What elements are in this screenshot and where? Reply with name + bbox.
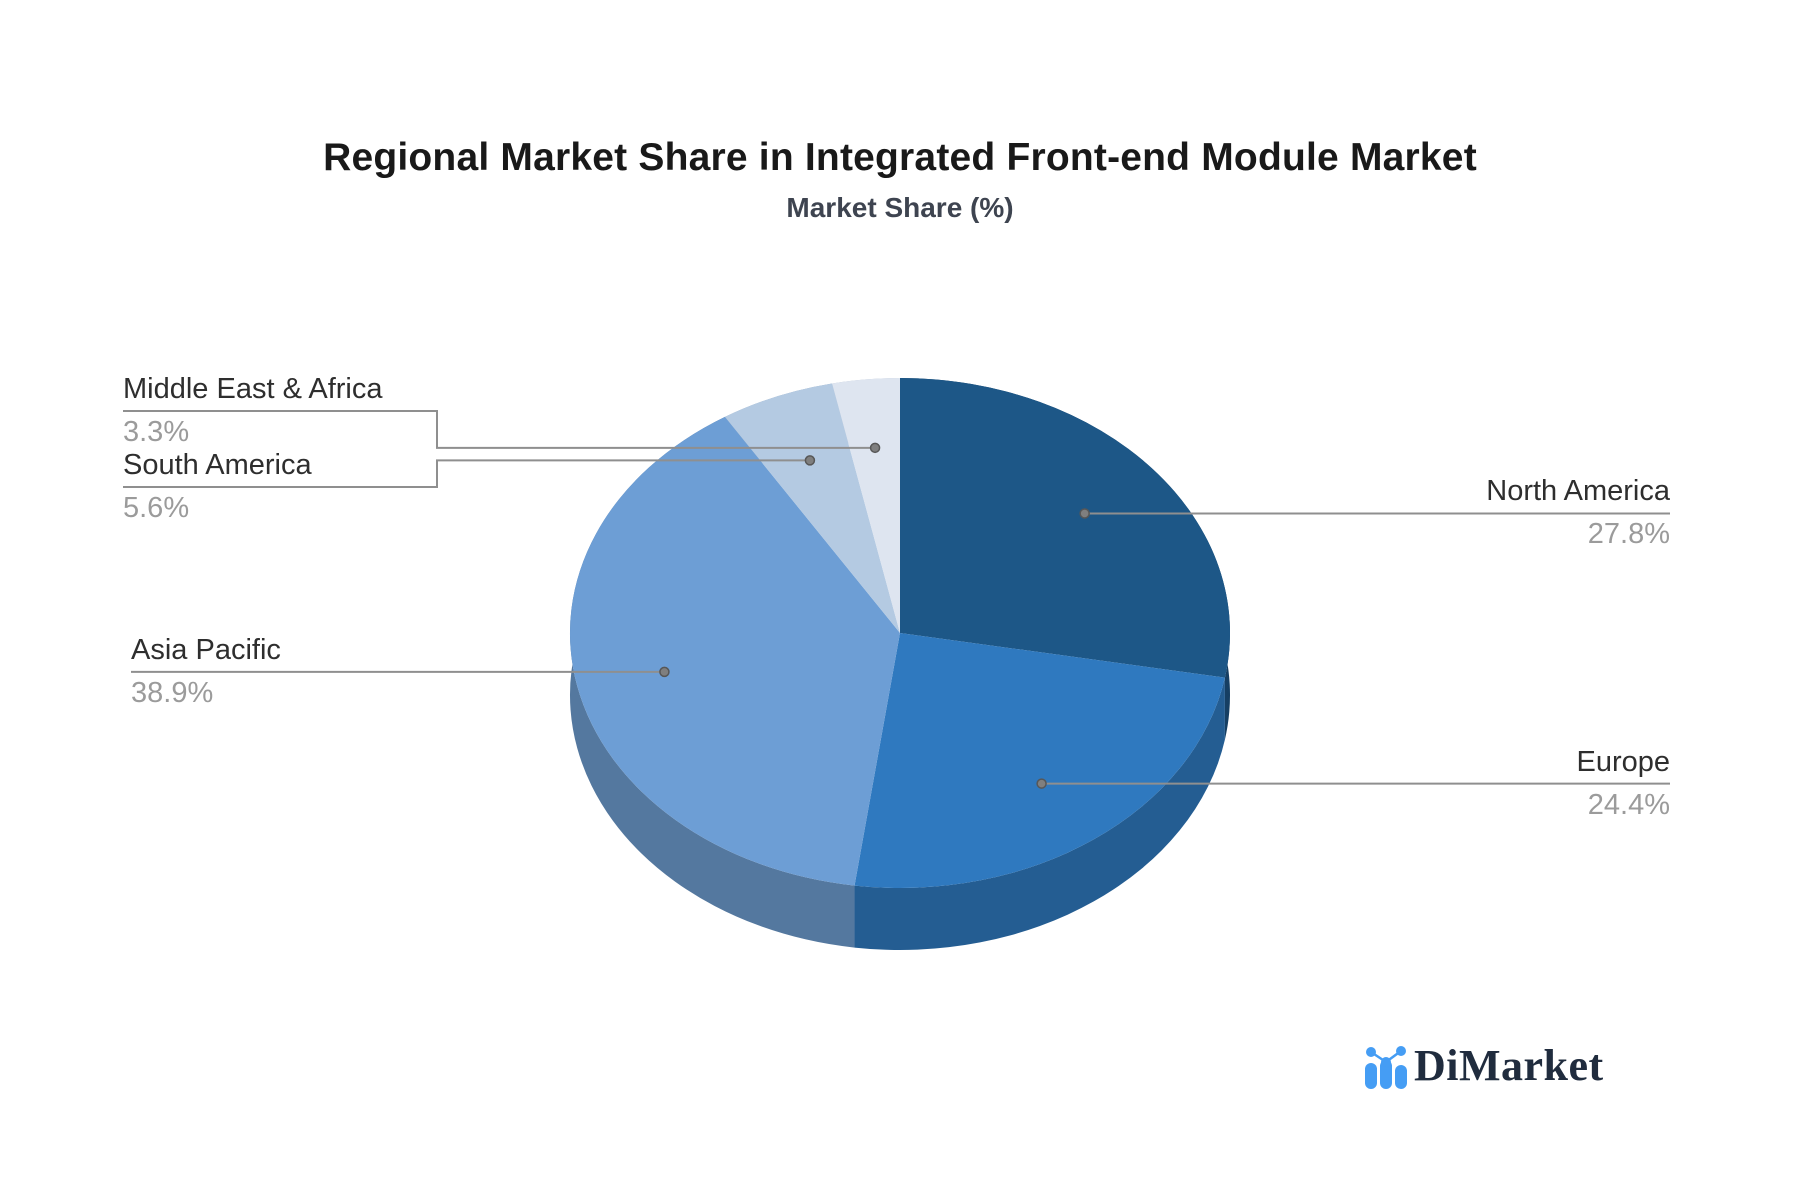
- pie-slice-asia-pacific[interactable]: [569, 416, 900, 886]
- slice-label-name: North America: [1486, 475, 1670, 508]
- leader-dot: [1079, 508, 1090, 519]
- brand-name: DiMarket: [1414, 1041, 1604, 1090]
- bar-line-chart-icon: [1365, 1046, 1407, 1089]
- pie-slice-north-america[interactable]: [900, 378, 1231, 678]
- slice-label-value: 5.6%: [123, 492, 190, 524]
- chart-title: Regional Market Share in Integrated Fron…: [323, 136, 1477, 179]
- leader-dot: [659, 666, 670, 678]
- pie-slice-side-asia-pacific: [569, 416, 855, 948]
- leader-line: [123, 459, 810, 488]
- slice-label-value: 24.4%: [1587, 788, 1670, 821]
- pie-slice-side-europe: [854, 677, 1225, 951]
- leader-line: [123, 410, 876, 449]
- pie-slice-south-america[interactable]: [724, 383, 900, 633]
- slice-label-value: 38.9%: [131, 676, 214, 709]
- leader-dot: [1036, 778, 1047, 789]
- slice-label-value: 3.3%: [123, 416, 190, 448]
- slice-label-name: Europe: [1576, 745, 1670, 778]
- pie-slice-middle-east-africa[interactable]: [832, 378, 900, 633]
- slice-label-name: Asia Pacific: [131, 633, 281, 666]
- slice-label-name: Middle East & Africa: [123, 373, 383, 405]
- brand-logo: DiMarket: [1360, 1040, 1680, 1100]
- pie-slice-europe[interactable]: [854, 633, 1225, 889]
- chart-subtitle: Market Share (%): [786, 192, 1014, 223]
- leader-dot: [804, 455, 816, 466]
- leader-dot: [869, 442, 881, 454]
- slice-label-value: 27.8%: [1587, 518, 1670, 551]
- slice-label-name: South America: [123, 449, 312, 481]
